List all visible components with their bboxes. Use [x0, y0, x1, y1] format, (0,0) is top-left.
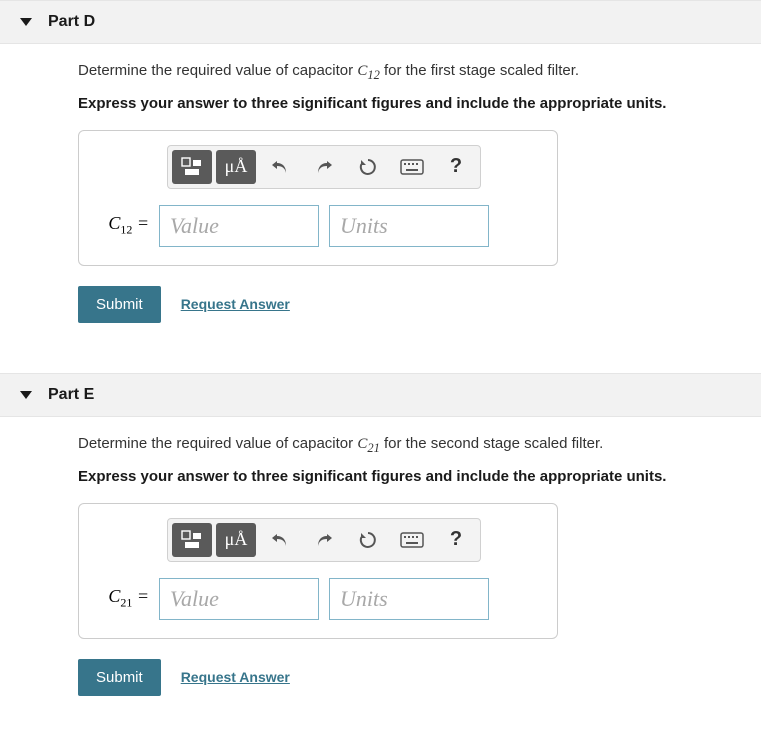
part-header[interactable]: Part D — [0, 0, 761, 44]
part-body: Determine the required value of capacito… — [0, 417, 761, 716]
redo-icon[interactable] — [304, 150, 344, 184]
prompt-text: Determine the required value of capacito… — [78, 60, 741, 85]
variable-label: C21 = — [97, 586, 149, 611]
keyboard-icon[interactable] — [392, 150, 432, 184]
units-mu-icon[interactable]: μÅ — [216, 523, 256, 557]
template-icon[interactable] — [172, 523, 212, 557]
undo-icon[interactable] — [260, 150, 300, 184]
mu-label: μÅ — [225, 529, 248, 550]
prompt-after: for the second stage scaled filter. — [380, 435, 603, 452]
help-label: ? — [450, 528, 462, 551]
prompt-before: Determine the required value of capacito… — [78, 62, 357, 79]
part-title: Part D — [48, 13, 95, 31]
request-answer-link[interactable]: Request Answer — [181, 669, 290, 685]
part-d-block: Part D Determine the required value of c… — [0, 0, 761, 343]
value-input[interactable] — [159, 578, 319, 620]
prompt-variable: C21 — [357, 436, 380, 452]
template-icon[interactable] — [172, 150, 212, 184]
units-mu-icon[interactable]: μÅ — [216, 150, 256, 184]
input-row: C21 = — [97, 578, 539, 620]
part-body: Determine the required value of capacito… — [0, 44, 761, 343]
variable-label: C12 = — [97, 213, 149, 238]
redo-icon[interactable] — [304, 523, 344, 557]
help-icon[interactable]: ? — [436, 150, 476, 184]
answer-box: μÅ ? C21 = — [78, 503, 558, 639]
request-answer-link[interactable]: Request Answer — [181, 296, 290, 312]
instruction-text: Express your answer to three significant… — [78, 95, 741, 112]
reset-icon[interactable] — [348, 523, 388, 557]
input-row: C12 = — [97, 205, 539, 247]
action-row: Submit Request Answer — [78, 659, 741, 696]
collapse-caret-icon — [20, 391, 32, 399]
part-header[interactable]: Part E — [0, 373, 761, 417]
units-input[interactable] — [329, 205, 489, 247]
reset-icon[interactable] — [348, 150, 388, 184]
help-label: ? — [450, 155, 462, 178]
answer-box: μÅ ? C12 = — [78, 130, 558, 266]
action-row: Submit Request Answer — [78, 286, 741, 323]
prompt-text: Determine the required value of capacito… — [78, 433, 741, 458]
part-title: Part E — [48, 386, 94, 404]
value-input[interactable] — [159, 205, 319, 247]
submit-button[interactable]: Submit — [78, 286, 161, 323]
units-input[interactable] — [329, 578, 489, 620]
prompt-before: Determine the required value of capacito… — [78, 435, 357, 452]
submit-button[interactable]: Submit — [78, 659, 161, 696]
prompt-variable: C12 — [357, 63, 380, 79]
answer-toolbar: μÅ ? — [167, 145, 481, 189]
collapse-caret-icon — [20, 18, 32, 26]
undo-icon[interactable] — [260, 523, 300, 557]
keyboard-icon[interactable] — [392, 523, 432, 557]
answer-toolbar: μÅ ? — [167, 518, 481, 562]
instruction-text: Express your answer to three significant… — [78, 468, 741, 485]
help-icon[interactable]: ? — [436, 523, 476, 557]
part-e-block: Part E Determine the required value of c… — [0, 373, 761, 716]
mu-label: μÅ — [225, 156, 248, 177]
prompt-after: for the first stage scaled filter. — [380, 62, 579, 79]
